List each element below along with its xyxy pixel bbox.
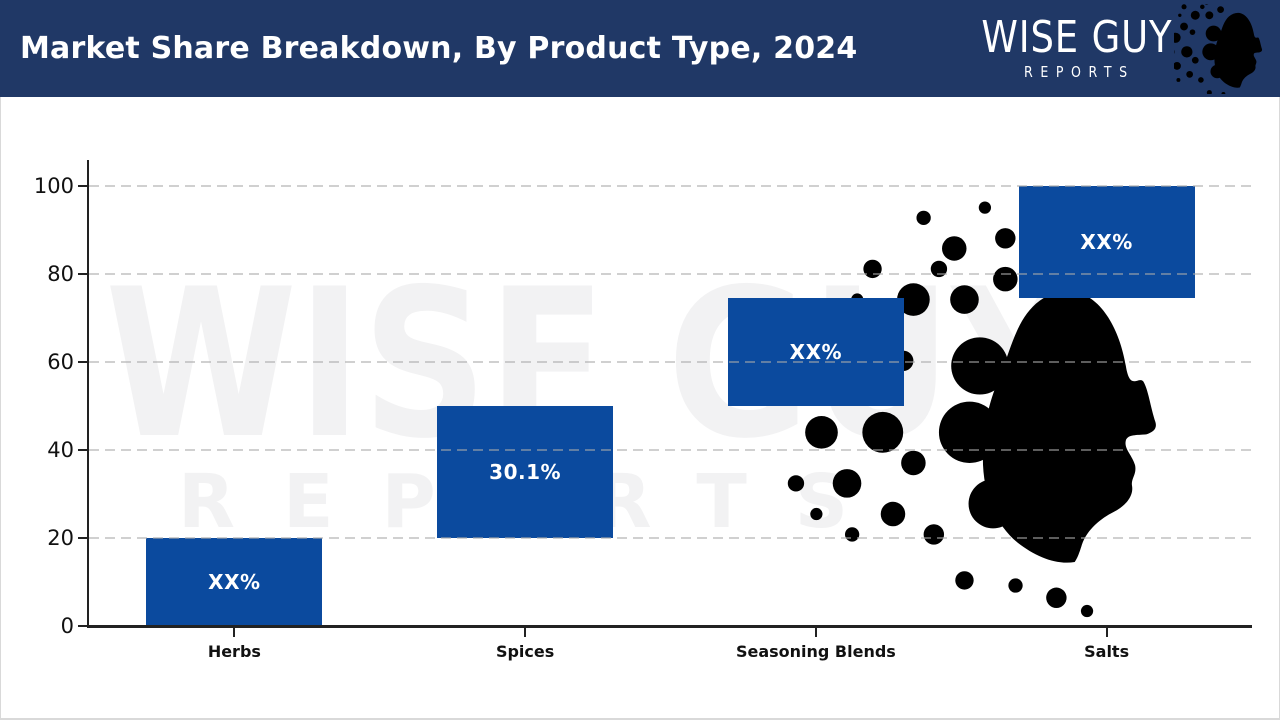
gridline-40	[89, 449, 1252, 451]
bar-salts: XX%	[1018, 186, 1195, 298]
y-tick-label-80: 80	[47, 262, 74, 286]
chart-area: WISE GUY REPORTS 020406080100XX%Herbs30.…	[0, 97, 1280, 720]
gridline-20	[89, 537, 1252, 539]
logo-text: WISE GUY REPORTS	[980, 12, 1172, 82]
bar-herbs: XX%	[146, 538, 323, 626]
bar-value-label: XX%	[208, 570, 261, 594]
header: Market Share Breakdown, By Product Type,…	[0, 0, 1280, 97]
y-tick-label-40: 40	[47, 438, 74, 462]
category-label-herbs: Herbs	[207, 642, 261, 661]
y-tick-label-60: 60	[47, 350, 74, 374]
chart-title: Market Share Breakdown, By Product Type,…	[20, 31, 858, 66]
y-tick-100	[78, 185, 88, 187]
bar-value-label: 30.1%	[489, 459, 562, 484]
logo-subtext: REPORTS	[1023, 63, 1135, 81]
gridline-80	[89, 273, 1252, 275]
x-tick-3	[1105, 628, 1108, 637]
y-tick-label-20: 20	[47, 526, 74, 550]
gridline-60	[89, 361, 1252, 363]
category-label-spices: Spices	[495, 642, 555, 661]
y-tick-20	[78, 537, 88, 539]
wiseguy-head-icon	[1174, 3, 1263, 94]
y-tick-label-100: 100	[33, 174, 74, 198]
y-tick-60	[78, 361, 88, 363]
category-label-seasoning-blends: Seasoning Blends	[735, 642, 896, 661]
bar-seasoning-blends: XX%	[727, 297, 904, 406]
y-tick-80	[78, 273, 88, 275]
x-tick-1	[524, 628, 527, 637]
bar-value-label: XX%	[1080, 229, 1133, 254]
y-tick-40	[78, 449, 88, 451]
bar-value-label: XX%	[789, 339, 843, 364]
gridline-100	[89, 185, 1252, 187]
x-axis-spine	[87, 625, 1252, 628]
y-tick-label-0: 0	[60, 614, 74, 638]
logo-wordmark: WISE GUY	[980, 12, 1172, 63]
x-tick-0	[233, 628, 236, 637]
x-tick-2	[814, 628, 817, 637]
y-axis-spine	[87, 159, 89, 628]
bar-spices: 30.1%	[437, 405, 614, 538]
wiseguy-logo: WISE GUY REPORTS	[945, 0, 1270, 97]
y-tick-0	[78, 625, 88, 627]
category-label-salts: Salts	[1084, 642, 1130, 661]
